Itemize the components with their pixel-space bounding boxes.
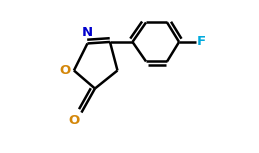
Text: O: O: [60, 64, 71, 77]
Text: F: F: [197, 35, 206, 49]
Text: N: N: [82, 26, 93, 39]
Text: O: O: [69, 114, 80, 127]
